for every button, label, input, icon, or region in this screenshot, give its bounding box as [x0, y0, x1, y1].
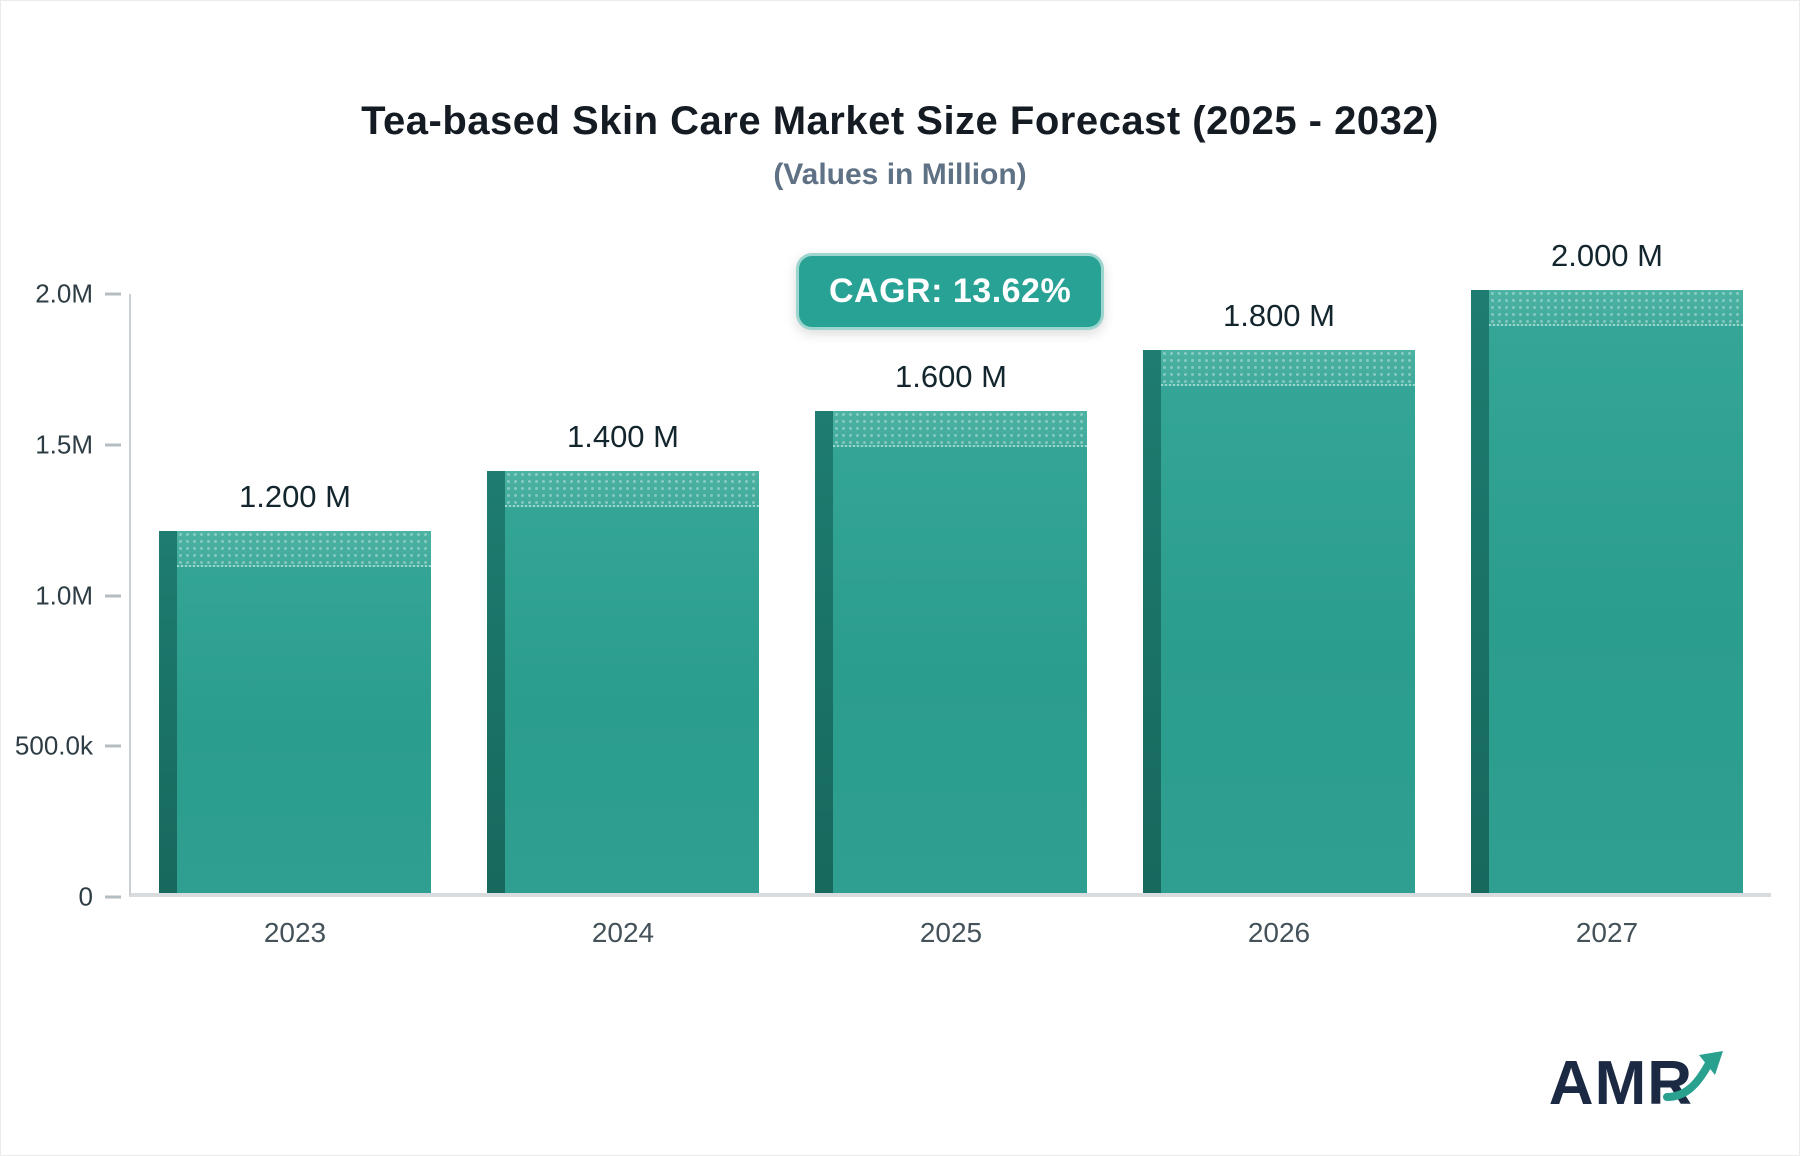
- y-tick-mark: [105, 443, 121, 447]
- bar-top-cap: [832, 410, 1088, 447]
- bar-slot: 1.400 M: [459, 294, 787, 893]
- plot-area: 1.200 M 1.400 M 1.600 M 1.800 M 2.000 M 2023…: [15, 238, 1771, 948]
- bar-top-cap: [176, 531, 432, 568]
- y-tick-mark: [105, 292, 121, 296]
- amr-logo: AMR: [1549, 1048, 1727, 1119]
- bar-slot: 1.200 M: [131, 294, 459, 893]
- x-axis-label-2026: 2026: [1247, 917, 1311, 948]
- bar-2023: 1.200 M: [158, 479, 432, 893]
- y-tick-mark: [105, 895, 121, 899]
- y-tick-label: 0: [78, 881, 93, 912]
- x-axis-label-2027: 2027: [1575, 917, 1639, 948]
- bar-side-shading: [814, 410, 833, 893]
- y-tick-mark: [105, 744, 121, 748]
- bar-top-cap: [504, 470, 760, 507]
- bar-side-shading: [158, 531, 177, 893]
- bar-value-label: 1.200 M: [238, 479, 351, 515]
- bar-2026: 1.800 M: [1142, 298, 1416, 893]
- bar-side-shading: [1470, 290, 1489, 893]
- bar-top-cap: [1160, 350, 1416, 387]
- x-axis-label-2023: 2023: [263, 917, 327, 948]
- y-tick-label: 2.0M: [35, 278, 93, 309]
- logo-arrow-icon: [1663, 1050, 1723, 1101]
- x-axis-label-2024: 2024: [591, 917, 655, 948]
- bar-slot: 2.000 M: [1443, 238, 1771, 893]
- bar-value-label: 1.600 M: [894, 358, 1007, 394]
- bar-slot: 1.600 M: [787, 294, 1115, 893]
- bar-2025: 1.600 M: [814, 359, 1088, 893]
- bar-value-label: 1.400 M: [566, 418, 679, 454]
- logo-text: AMR: [1548, 1049, 1693, 1118]
- bar-top-cap: [1488, 290, 1744, 326]
- bar-2027: 2.000 M: [1470, 238, 1744, 893]
- x-axis-label-2025: 2025: [919, 917, 983, 948]
- bar-slot: 1.800 M: [1115, 294, 1443, 893]
- bar-value-label: 2.000 M: [1550, 238, 1663, 273]
- chart-subtitle: (Values in Million): [773, 158, 1027, 191]
- y-tick-mark: [105, 594, 121, 597]
- bar-side-shading: [1142, 350, 1161, 893]
- y-tick-label: 500.0k: [14, 730, 93, 761]
- bar-value-label: 1.800 M: [1222, 298, 1335, 334]
- chart-title: Tea-based Skin Care Market Size Forecast…: [361, 99, 1439, 143]
- bar-2024: 1.400 M: [486, 419, 760, 893]
- bar-side-shading: [486, 470, 505, 893]
- y-tick-label: 1.5M: [35, 429, 93, 460]
- y-tick-label: 1.0M: [35, 580, 93, 610]
- cagr-badge: CAGR: 13.62%: [796, 253, 1105, 330]
- bars: 1.200 M 1.400 M 1.600 M 1.800 M 2.000 M: [131, 238, 1771, 893]
- x-labels: 2023 2024 2025 2026 2027: [131, 917, 1771, 949]
